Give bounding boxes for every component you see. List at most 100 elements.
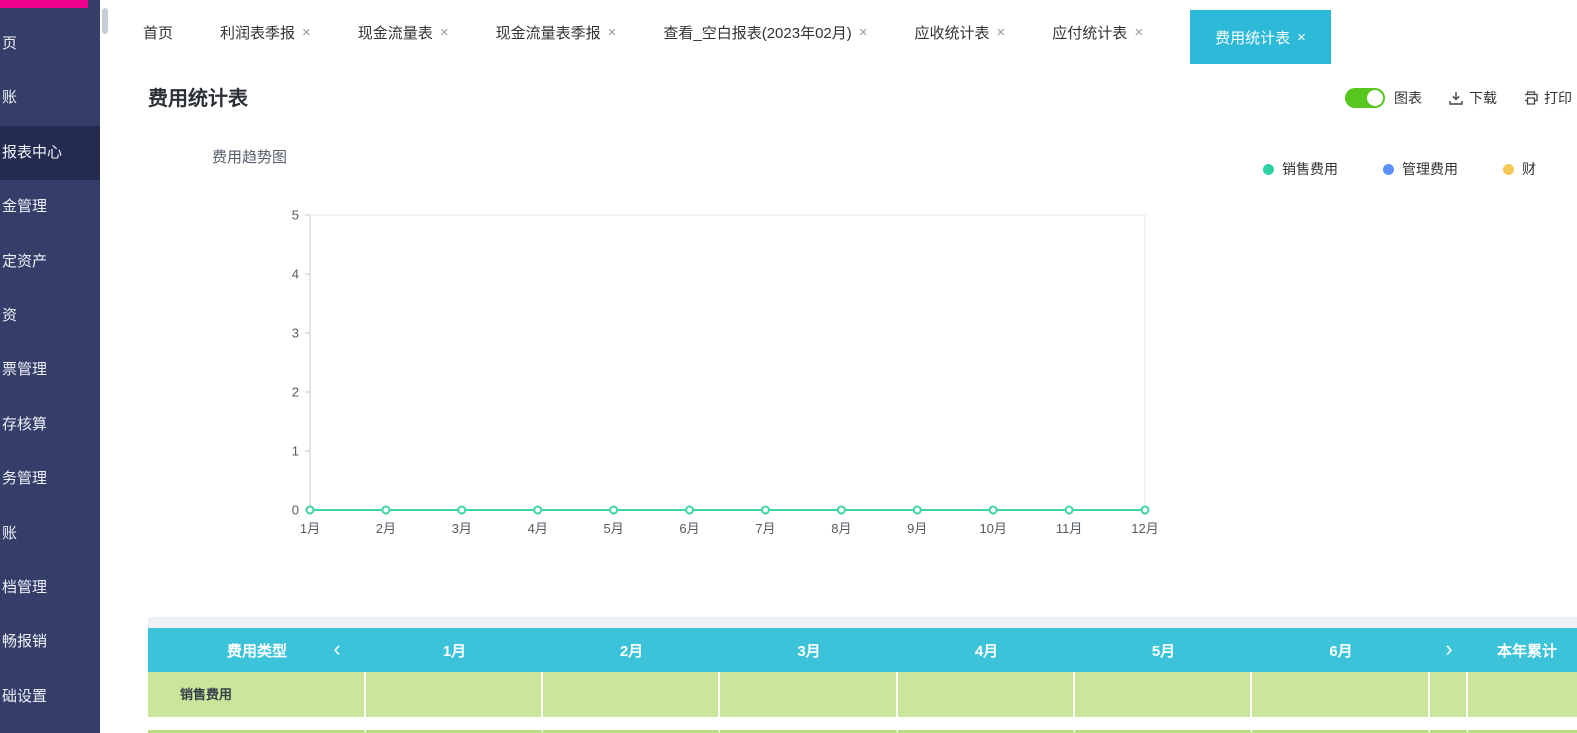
tab-close-icon[interactable]: × bbox=[1297, 28, 1306, 46]
row-value-cell bbox=[366, 717, 543, 733]
row-value-cell bbox=[543, 717, 720, 733]
tab[interactable]: 查看_空白报表(2023年02月) × bbox=[663, 22, 867, 43]
chart-toggle[interactable] bbox=[1345, 88, 1385, 108]
sidebar-menu: 页账报表中心 金管理 定资产资票管理 存核算 务管理账档管理 畅报销 础设置 bbox=[0, 0, 100, 724]
header-month: 1月 bbox=[442, 642, 467, 660]
sidebar-item[interactable]: 务管理 bbox=[2, 470, 48, 488]
top-accent-strip bbox=[0, 0, 88, 8]
tab-close-icon[interactable]: × bbox=[607, 23, 617, 41]
svg-text:7月: 7月 bbox=[755, 521, 775, 536]
svg-text:6月: 6月 bbox=[679, 521, 699, 536]
svg-text:2月: 2月 bbox=[376, 521, 396, 536]
header-month: 4月 bbox=[974, 642, 999, 660]
row-value-cell bbox=[898, 672, 1075, 717]
svg-text:4月: 4月 bbox=[528, 521, 548, 536]
download-label: 下载 bbox=[1469, 90, 1497, 106]
sidebar-scrollbar[interactable] bbox=[100, 0, 110, 733]
tab[interactable]: 首页 bbox=[143, 22, 173, 43]
sidebar-item[interactable]: 存核算 bbox=[2, 415, 48, 433]
svg-text:1: 1 bbox=[292, 444, 299, 459]
legend-item[interactable]: 财 bbox=[1503, 159, 1536, 179]
tab-label: 应付统计表 bbox=[1052, 24, 1128, 42]
tab-label: 查看_空白报表(2023年02月) bbox=[663, 24, 852, 42]
header-expense-type: 费用类型 bbox=[226, 642, 287, 660]
toggle-label: 图表 bbox=[1394, 90, 1422, 106]
tab-label: 现金流量表 bbox=[357, 24, 433, 42]
sidebar-item[interactable]: 定资产 bbox=[2, 252, 48, 270]
svg-text:12月: 12月 bbox=[1131, 521, 1158, 536]
sidebar-item[interactable]: 资 bbox=[2, 306, 18, 324]
sidebar-item[interactable]: 账 bbox=[2, 524, 18, 542]
table-header: ‹ › 费用类型 1月 2月 3月 4月 5月 6月 本年累计 bbox=[148, 628, 1577, 672]
svg-text:4: 4 bbox=[292, 267, 299, 282]
expense-table: ‹ › 费用类型 1月 2月 3月 4月 5月 6月 本年累计 销售费用 bbox=[148, 628, 1577, 733]
prev-month-arrow[interactable]: ‹ bbox=[333, 636, 341, 661]
row-value-cell bbox=[1252, 672, 1430, 717]
page-title: 费用统计表 bbox=[148, 88, 248, 110]
tab[interactable]: 应付统计表 × bbox=[1052, 22, 1143, 43]
header-total: 本年累计 bbox=[1497, 642, 1558, 660]
tab[interactable]: 现金流量表 × bbox=[358, 22, 449, 43]
chart-legend: 销售费用 管理费用 财 bbox=[1263, 159, 1536, 179]
tab-label: 应收统计表 bbox=[914, 24, 990, 42]
print-label: 打印 bbox=[1544, 90, 1572, 106]
svg-text:1月: 1月 bbox=[300, 521, 320, 536]
row-value-cell bbox=[1430, 717, 1468, 733]
chart-title: 费用趋势图 bbox=[212, 149, 288, 166]
row-value-cell bbox=[1468, 672, 1577, 717]
svg-text:2: 2 bbox=[292, 385, 299, 400]
tab-close-icon[interactable]: × bbox=[439, 23, 449, 41]
print-button[interactable]: 打印 bbox=[1523, 88, 1572, 108]
row-value-cell bbox=[1252, 717, 1430, 733]
legend-item[interactable]: 销售费用 bbox=[1263, 159, 1338, 179]
sidebar-item[interactable]: 金管理 bbox=[2, 198, 48, 216]
sidebar-item[interactable]: 账 bbox=[2, 89, 18, 107]
sidebar-item[interactable]: 报表中心 bbox=[0, 125, 100, 181]
legend-dot-icon bbox=[1503, 163, 1514, 175]
row-value-cell bbox=[898, 717, 1075, 733]
table-row: 销售费用 bbox=[148, 672, 1577, 717]
tab-label: 费用统计表 bbox=[1215, 29, 1291, 47]
table-body: 销售费用 bbox=[148, 672, 1577, 733]
tab-active[interactable]: 费用统计表 × bbox=[1190, 10, 1331, 64]
next-month-arrow[interactable]: › bbox=[1445, 636, 1453, 661]
svg-text:5: 5 bbox=[292, 208, 299, 223]
svg-text:9月: 9月 bbox=[907, 521, 927, 536]
legend-item[interactable]: 管理费用 bbox=[1383, 159, 1458, 179]
row-value-cell bbox=[1075, 672, 1252, 717]
sidebar-item[interactable]: 档管理 bbox=[2, 578, 48, 596]
tab-close-icon[interactable]: × bbox=[996, 23, 1006, 41]
sidebar-item[interactable]: 页 bbox=[2, 35, 18, 52]
trend-chart-svg: 0 1 2 3 4 5 1月 2月 3月 4月 5月 6月 7月 8月 9月 10月 11月 12月 bbox=[292, 208, 1159, 537]
sidebar: 页账报表中心 金管理 定资产资票管理 存核算 务管理账档管理 畅报销 础设置 bbox=[0, 0, 100, 733]
row-value-cell bbox=[720, 672, 898, 717]
row-label-cell: 销售费用 bbox=[148, 672, 366, 717]
svg-text:11月: 11月 bbox=[1056, 521, 1083, 536]
tab[interactable]: 现金流量表季报 × bbox=[496, 22, 617, 43]
sidebar-item[interactable]: 票管理 bbox=[2, 361, 48, 379]
row-value-cell bbox=[1468, 717, 1577, 733]
tab-close-icon[interactable]: × bbox=[858, 23, 868, 41]
tab-label: 现金流量表季报 bbox=[495, 24, 601, 42]
row-value-cell bbox=[1430, 672, 1468, 717]
scrollbar-thumb[interactable] bbox=[102, 8, 108, 34]
tab-close-icon[interactable]: × bbox=[1134, 23, 1144, 41]
tab[interactable]: 应收统计表 × bbox=[915, 22, 1006, 43]
section-separator bbox=[148, 617, 1577, 628]
svg-text:3月: 3月 bbox=[452, 521, 472, 536]
header-month: 6月 bbox=[1329, 642, 1353, 660]
sidebar-item[interactable]: 础设置 bbox=[2, 687, 48, 705]
tab-close-icon[interactable]: × bbox=[302, 23, 311, 41]
legend-dot-icon bbox=[1263, 163, 1274, 175]
tab[interactable]: 利润表季报 × bbox=[220, 22, 311, 43]
row-label-cell bbox=[148, 717, 366, 733]
toolbar: 图表 下载 打印 bbox=[1345, 88, 1572, 108]
header-month: 2月 bbox=[619, 642, 644, 660]
print-icon bbox=[1525, 91, 1538, 105]
tab-label: 利润表季报 bbox=[220, 24, 296, 42]
svg-text:0: 0 bbox=[292, 503, 299, 518]
download-button[interactable]: 下载 bbox=[1448, 88, 1497, 108]
sidebar-item[interactable]: 畅报销 bbox=[2, 633, 48, 651]
header-month: 5月 bbox=[1151, 642, 1176, 660]
